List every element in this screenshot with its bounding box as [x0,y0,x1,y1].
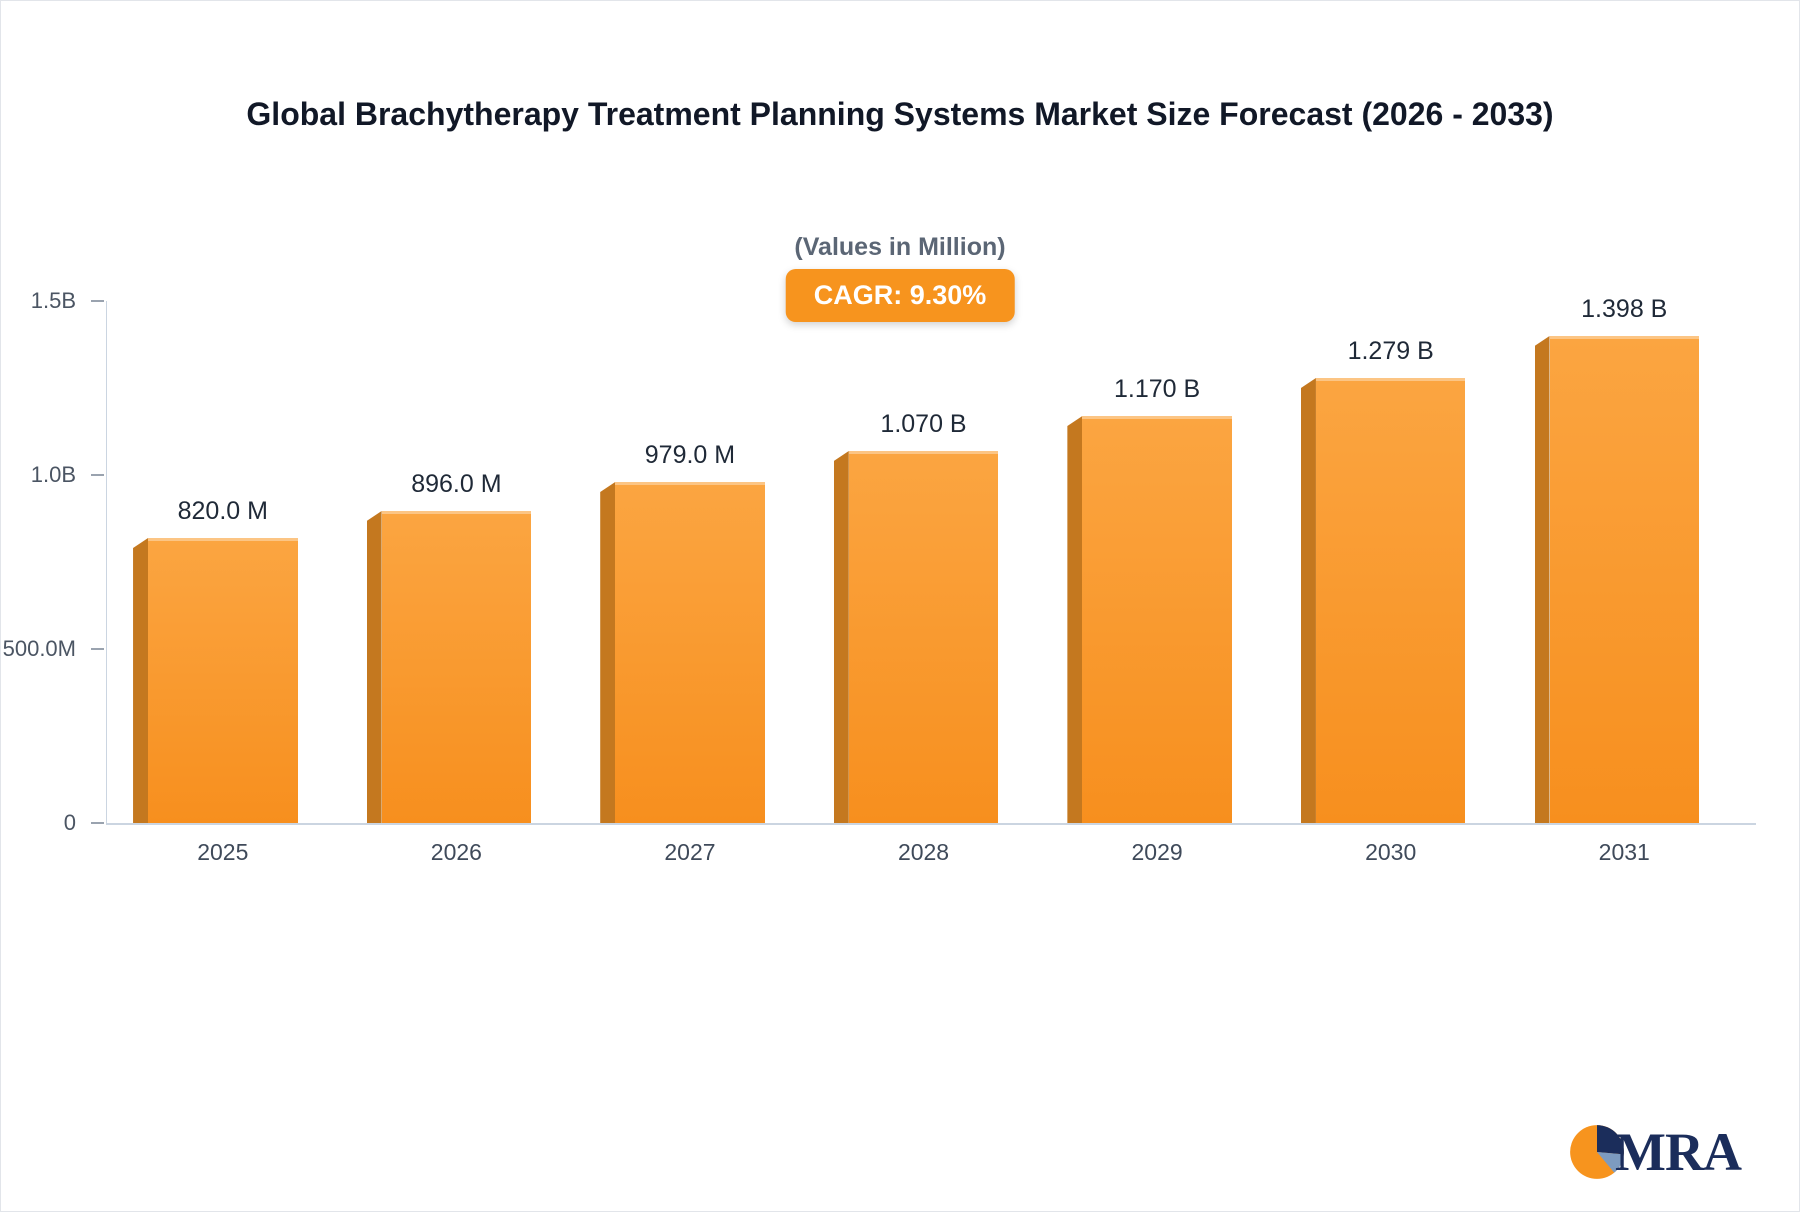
x-axis-label: 2027 [664,839,716,865]
bar-slot: 1.070 B [807,301,1041,823]
bar-slot: 896.0 M [340,301,574,823]
x-labels-row: 2025 2026 2027 2028 2029 2030 2031 [106,839,1741,866]
y-axis-line [106,301,107,824]
bar-slot: 979.0 M [573,301,807,823]
x-axis-label: 2026 [430,839,482,865]
bar-front-face [1315,378,1466,823]
bar-value-label: 896.0 M [411,470,502,498]
bar-slot: 1.398 B [1507,295,1741,823]
cagr-badge: CAGR: 9.30% [785,269,1015,322]
bar-side-face [1067,416,1083,823]
bar-side-face [366,511,382,823]
bar-front-face [381,511,532,823]
y-axis: 0 500.0M 1.0B 1.5B [1,288,106,835]
bar-value-label: 1.070 B [880,410,967,438]
bar-slot: 820.0 M [106,301,340,823]
x-axis-label: 2025 [197,839,249,865]
bar-value-label: 820.0 M [177,497,268,525]
bar-2027: 979.0 M [600,441,765,823]
bar-front-face [1082,416,1232,823]
x-axis-label: 2031 [1598,839,1650,865]
y-tick-mark [91,300,104,302]
bar-front-face [1549,336,1699,823]
bar-slot: 1.170 B [1040,301,1274,823]
bar-2025: 820.0 M [133,497,298,823]
y-tick-label: 500.0M [2,636,76,661]
x-axis-label: 2028 [897,839,950,865]
y-tick-mark [91,474,104,476]
bar-side-face [133,538,149,823]
brand-logo: MRA [1569,1121,1742,1183]
bar-2031: 1.398 B [1534,295,1699,823]
bar-side-face [833,451,849,823]
logo-text: MRA [1615,1122,1742,1182]
x-axis-label: 2029 [1131,839,1183,865]
bar-2030: 1.279 B [1300,337,1466,823]
bar-value-label: 1.170 B [1114,375,1201,403]
y-tick-label: 1.0B [30,462,76,487]
x-axis-label: 2030 [1365,839,1417,865]
bars-row: 820.0 M 896.0 M 979.0 M 1.070 B 1.170 B 1.279… [106,295,1741,823]
bar-front-face [615,482,765,823]
bar-side-face [1534,336,1550,823]
bar-value-label: 1.279 B [1347,337,1434,365]
bar-2029: 1.170 B [1067,375,1232,823]
bar-side-face [600,482,616,823]
bar-value-label: 1.398 B [1581,295,1668,323]
bar-side-face [1300,378,1316,823]
x-axis-line [106,823,1756,825]
bar-2028: 1.070 B [833,410,999,823]
y-tick-mark [91,822,104,824]
y-tick-label: 1.5B [30,288,76,313]
bar-front-face [848,451,999,823]
bar-value-label: 979.0 M [644,441,736,469]
y-tick-label: 0 [63,810,76,835]
bar-slot: 1.279 B [1274,301,1508,823]
bar-2026: 896.0 M [366,470,532,823]
chart-title: Global Brachytherapy Treatment Planning … [246,96,1554,132]
bar-front-face [148,538,298,823]
chart-subtitle: (Values in Million) [794,233,1006,261]
pie-logo-icon [1570,1125,1624,1179]
y-tick-mark [91,648,104,650]
